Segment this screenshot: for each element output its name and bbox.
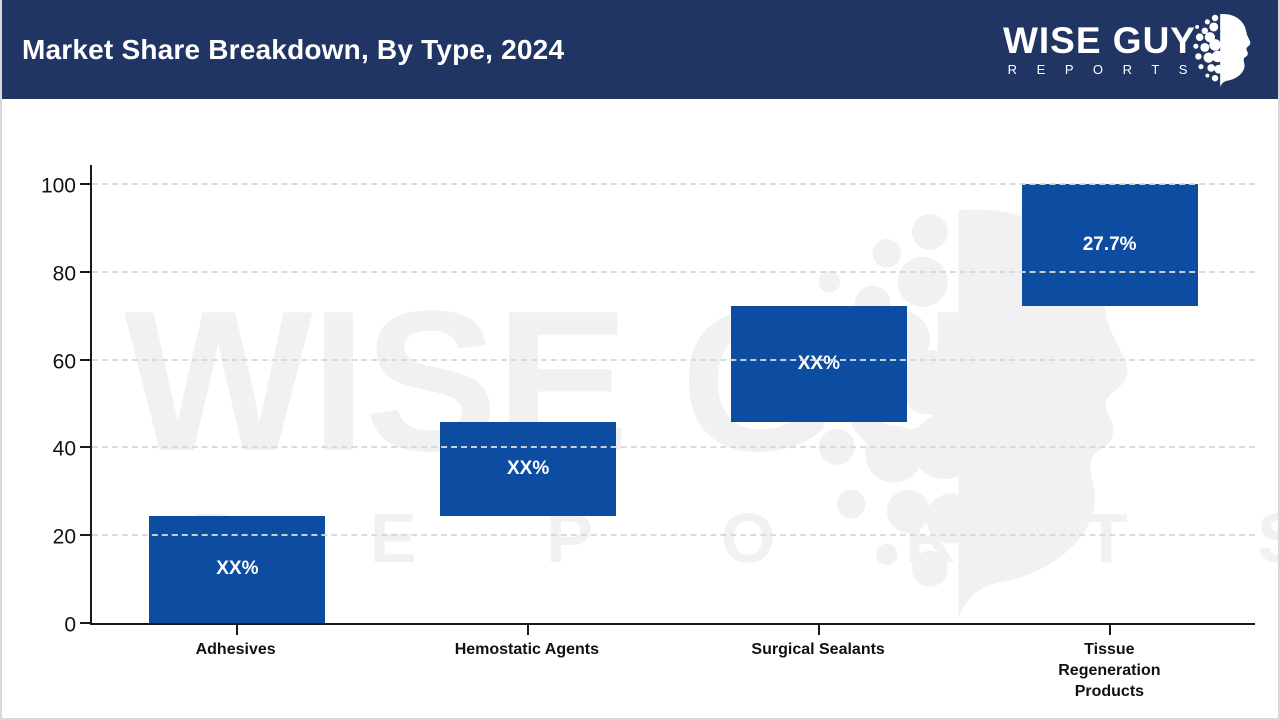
bar-surgical-sealants: XX% — [730, 305, 907, 422]
y-tick-mark — [80, 446, 90, 449]
y-tick-mark — [80, 358, 90, 361]
y-tick-label: 40 — [52, 437, 76, 461]
bar-adhesives: XX% — [149, 515, 326, 623]
logo-brand-text: WISE GUY — [1002, 20, 1196, 61]
bar-value-label: XX% — [216, 558, 259, 580]
logo-sub-text: R E P O R T S — [1007, 62, 1196, 77]
x-tick-mark — [527, 625, 530, 635]
x-axis-category-labels: Adhesives Hemostatic Agents Surgical Seala… — [90, 639, 1255, 711]
brand-logo: WISE GUY R E P O R T S — [1003, 11, 1256, 89]
bar-value-label: XX% — [797, 352, 840, 374]
bar-tissue-regeneration-products: 27.7% — [1021, 184, 1198, 306]
y-tick-label: 80 — [52, 262, 76, 286]
x-tick-mark — [817, 625, 820, 635]
bar-hemostatic-agents: XX% — [440, 421, 617, 516]
y-tick-mark — [80, 622, 90, 624]
y-tick-mark — [80, 183, 90, 186]
y-tick-label: 20 — [52, 525, 76, 549]
watermark-sub-text: R E P O R T S — [190, 499, 1280, 577]
y-tick-mark — [80, 534, 90, 537]
category-label: Surgical Sealants — [751, 641, 885, 658]
y-tick-label: 100 — [40, 174, 76, 198]
category-label: Adhesives — [195, 641, 276, 658]
chart-title: Market Share Breakdown, By Type, 2024 — [22, 33, 565, 65]
category-label: Tissue Regeneration Products — [1058, 641, 1161, 700]
bar-value-label: XX% — [507, 457, 550, 479]
y-axis-labels: 0 20 40 60 80 100 — [12, 165, 76, 636]
plot-area: XX% XX% XX% 27.7% — [80, 165, 1255, 635]
y-tick-label: 0 — [64, 613, 76, 637]
gridline-60 — [92, 358, 1255, 361]
x-tick-mark — [1108, 625, 1111, 635]
dotted-head-logo-icon — [1192, 11, 1256, 89]
y-tick-label: 60 — [52, 350, 76, 374]
x-tick-mark — [236, 625, 239, 635]
y-tick-mark — [80, 270, 90, 273]
category-label: Hemostatic Agents — [454, 641, 600, 658]
gridline-40 — [92, 446, 1255, 449]
bar-value-label: 27.7% — [1082, 233, 1137, 255]
header-bar: Market Share Breakdown, By Type, 2024 WI… — [2, 0, 1278, 99]
